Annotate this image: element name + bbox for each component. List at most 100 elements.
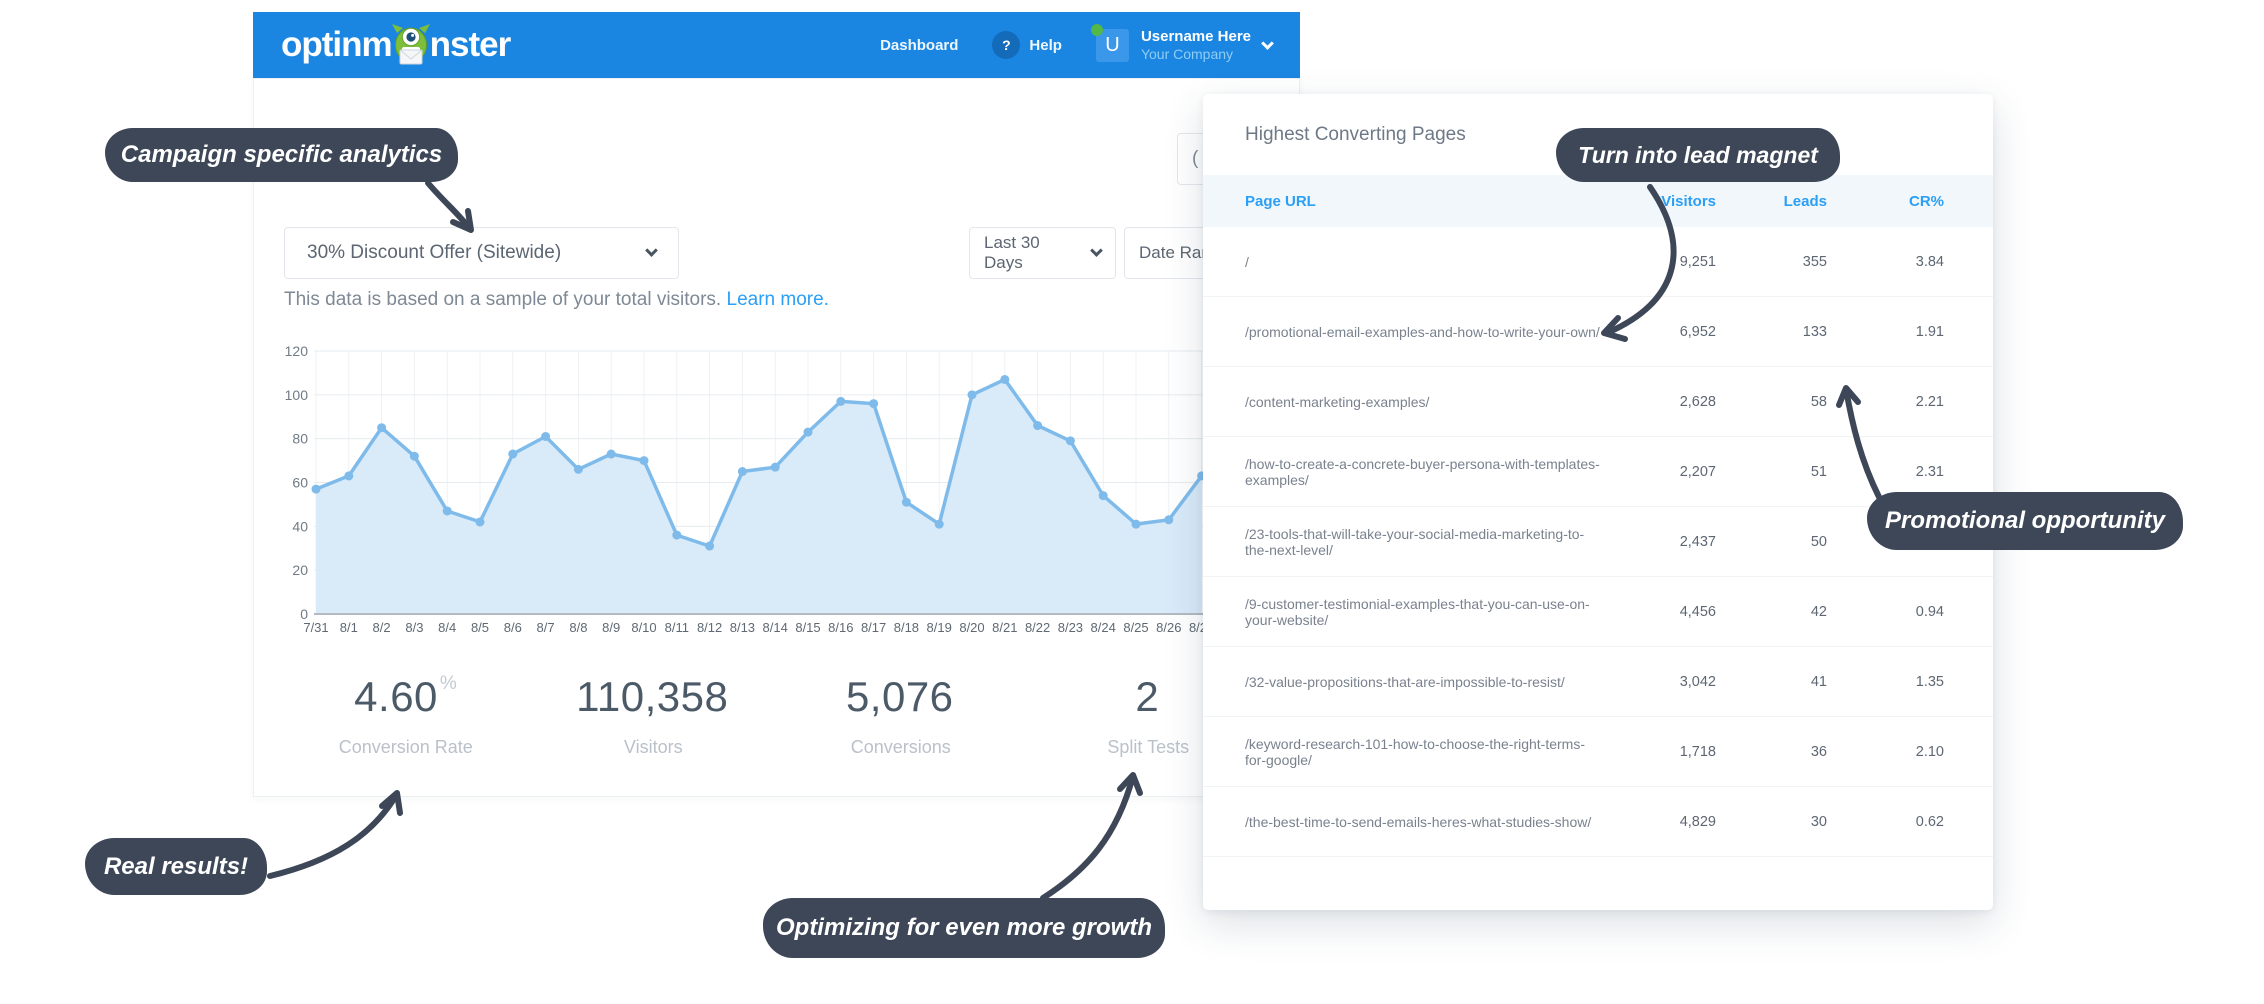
page-url-cell: /keyword-research-101-how-to-choose-the-… (1245, 735, 1586, 768)
table-row: /how-to-create-a-concrete-buyer-persona-… (1203, 437, 1993, 507)
stat-value: 4.60% (354, 673, 458, 720)
visitors-cell: 2,628 (1679, 393, 1716, 410)
column-header-cr[interactable]: CR% (1908, 192, 1944, 210)
visitors-cell: 2,207 (1679, 463, 1716, 480)
svg-text:8/25: 8/25 (1123, 620, 1148, 635)
svg-text:8/20: 8/20 (959, 620, 984, 635)
visitors-cell: 2,437 (1679, 533, 1716, 550)
campaign-select-value: 30% Discount Offer (Sitewide) (307, 242, 562, 263)
visitors-cell: 4,829 (1679, 813, 1716, 830)
leads-cell: 30 (1810, 813, 1827, 830)
svg-text:8/26: 8/26 (1156, 620, 1181, 635)
visitors-cell: 6,952 (1679, 323, 1716, 340)
callout-campaign-specific-analytics: Campaign specific analytics (105, 128, 458, 182)
table-row: /32-value-propositions-that-are-impossib… (1203, 647, 1993, 717)
avatar: U (1090, 23, 1129, 62)
nav-dashboard-link[interactable]: Dashboard (880, 36, 959, 54)
cr-cell: 1.35 (1915, 673, 1944, 690)
leads-cell: 41 (1810, 673, 1827, 690)
svg-text:0: 0 (300, 606, 308, 622)
stat-value: 5,076 (845, 673, 954, 720)
leads-cell: 355 (1802, 253, 1827, 270)
avatar-initial: U (1105, 33, 1120, 56)
visitors-cell: 1,718 (1679, 743, 1716, 760)
column-header-leads[interactable]: Leads (1783, 192, 1827, 210)
page-url-cell: /how-to-create-a-concrete-buyer-persona-… (1245, 455, 1600, 488)
user-menu[interactable]: U Username Here Your Company (1090, 23, 1274, 62)
nav-help-link: Help (1029, 36, 1062, 54)
table-row: /23-tools-that-will-take-your-social-med… (1203, 507, 1993, 577)
sample-note-text: This data is based on a sample of your t… (284, 289, 722, 310)
stat-value: 110,358 (576, 673, 729, 720)
table-row: /content-marketing-examples/2,628 58 2.21 (1203, 367, 1993, 437)
percent-suffix: % (439, 673, 458, 694)
monster-icon (390, 20, 432, 77)
callout-promotional-opportunity: Promotional opportunity (1867, 492, 2183, 550)
svg-text:8/10: 8/10 (631, 620, 656, 635)
svg-text:8/3: 8/3 (405, 620, 423, 635)
svg-text:8/5: 8/5 (471, 620, 489, 635)
svg-text:8/21: 8/21 (992, 620, 1017, 635)
callout-optimizing-for-growth: Optimizing for even more growth (763, 898, 1165, 958)
conversions-area-chart: 0 20 40 60 80 100 120 7/31 8/1 8/2 8/3 8/4 8/5 8/6 8/7… (285, 343, 1284, 635)
svg-text:8/6: 8/6 (504, 620, 522, 635)
stat-visitors: 110,358 Visitors (530, 673, 778, 758)
page-url-cell: /23-tools-that-will-take-your-social-med… (1245, 525, 1585, 558)
date-range-value: Last 30 Days (984, 233, 1040, 272)
svg-text:8/1: 8/1 (340, 620, 358, 635)
stats-row: 4.60% Conversion Rate 110,358 Visitors 5… (282, 673, 1272, 758)
svg-text:8/11: 8/11 (665, 620, 689, 635)
leads-cell: 133 (1802, 323, 1827, 340)
leads-cell: 51 (1810, 463, 1827, 480)
help-icon: ? (992, 31, 1021, 59)
cr-cell: 0.94 (1915, 603, 1944, 620)
date-range-picker-label: Date Ran (1139, 243, 1211, 262)
svg-text:8/2: 8/2 (373, 620, 391, 635)
cr-cell: 2.10 (1915, 743, 1944, 760)
svg-text:80: 80 (292, 431, 308, 447)
leads-cell: 50 (1810, 533, 1827, 550)
svg-text:8/15: 8/15 (795, 620, 820, 635)
user-company: Your Company (1140, 46, 1234, 62)
nav-help[interactable]: ? Help (992, 31, 1062, 59)
learn-more-link[interactable]: Learn more. (726, 289, 829, 310)
page-url-cell: /9-customer-testimonial-examples-that-yo… (1245, 595, 1590, 628)
svg-text:8/22: 8/22 (1025, 620, 1050, 635)
callout-real-results: Real results! (85, 838, 267, 895)
svg-text:8/13: 8/13 (730, 620, 755, 635)
svg-text:60: 60 (292, 475, 308, 491)
callout-turn-into-lead-magnet: Turn into lead magnet (1556, 128, 1840, 182)
optinmonster-logo[interactable]: optinm nster (281, 14, 511, 77)
cr-cell: 1.91 (1915, 323, 1944, 340)
page-url-cell: /content-marketing-examples/ (1245, 393, 1430, 410)
svg-text:40: 40 (292, 518, 308, 534)
hidden-button-glyph: ( (1192, 148, 1199, 169)
visitors-cell: 4,456 (1679, 603, 1716, 620)
cr-cell: 3.84 (1915, 253, 1944, 270)
campaign-select[interactable]: 30% Discount Offer (Sitewide) (284, 227, 679, 279)
app-header: optinm nster Dashboard (253, 12, 1300, 78)
column-header-page-url[interactable]: Page URL (1245, 192, 1316, 210)
svg-text:8/8: 8/8 (569, 620, 587, 635)
svg-text:8/4: 8/4 (438, 620, 456, 635)
chevron-down-icon (1090, 244, 1103, 257)
svg-text:8/16: 8/16 (828, 620, 853, 635)
date-range-select[interactable]: Last 30 Days (969, 227, 1116, 279)
visitors-cell: 3,042 (1679, 673, 1716, 690)
table-body: / 9,251 355 3.84/promotional-email-examples… (1203, 227, 1993, 857)
svg-text:8/12: 8/12 (697, 620, 722, 635)
svg-text:8/24: 8/24 (1091, 620, 1116, 635)
svg-text:8/23: 8/23 (1058, 620, 1083, 635)
stat-value: 2 (1135, 673, 1160, 720)
leads-cell: 42 (1810, 603, 1827, 620)
online-status-dot (1090, 23, 1103, 36)
svg-text:7/31: 7/31 (303, 620, 328, 635)
column-header-visitors[interactable]: Visitors (1661, 192, 1716, 210)
stat-label: Visitors (623, 737, 683, 757)
visitors-cell: 9,251 (1679, 253, 1716, 270)
cr-cell: 2.21 (1915, 393, 1944, 410)
svg-text:8/17: 8/17 (861, 620, 886, 635)
svg-text:120: 120 (285, 343, 309, 359)
table-row: /the-best-time-to-send-emails-heres-what… (1203, 787, 1993, 857)
